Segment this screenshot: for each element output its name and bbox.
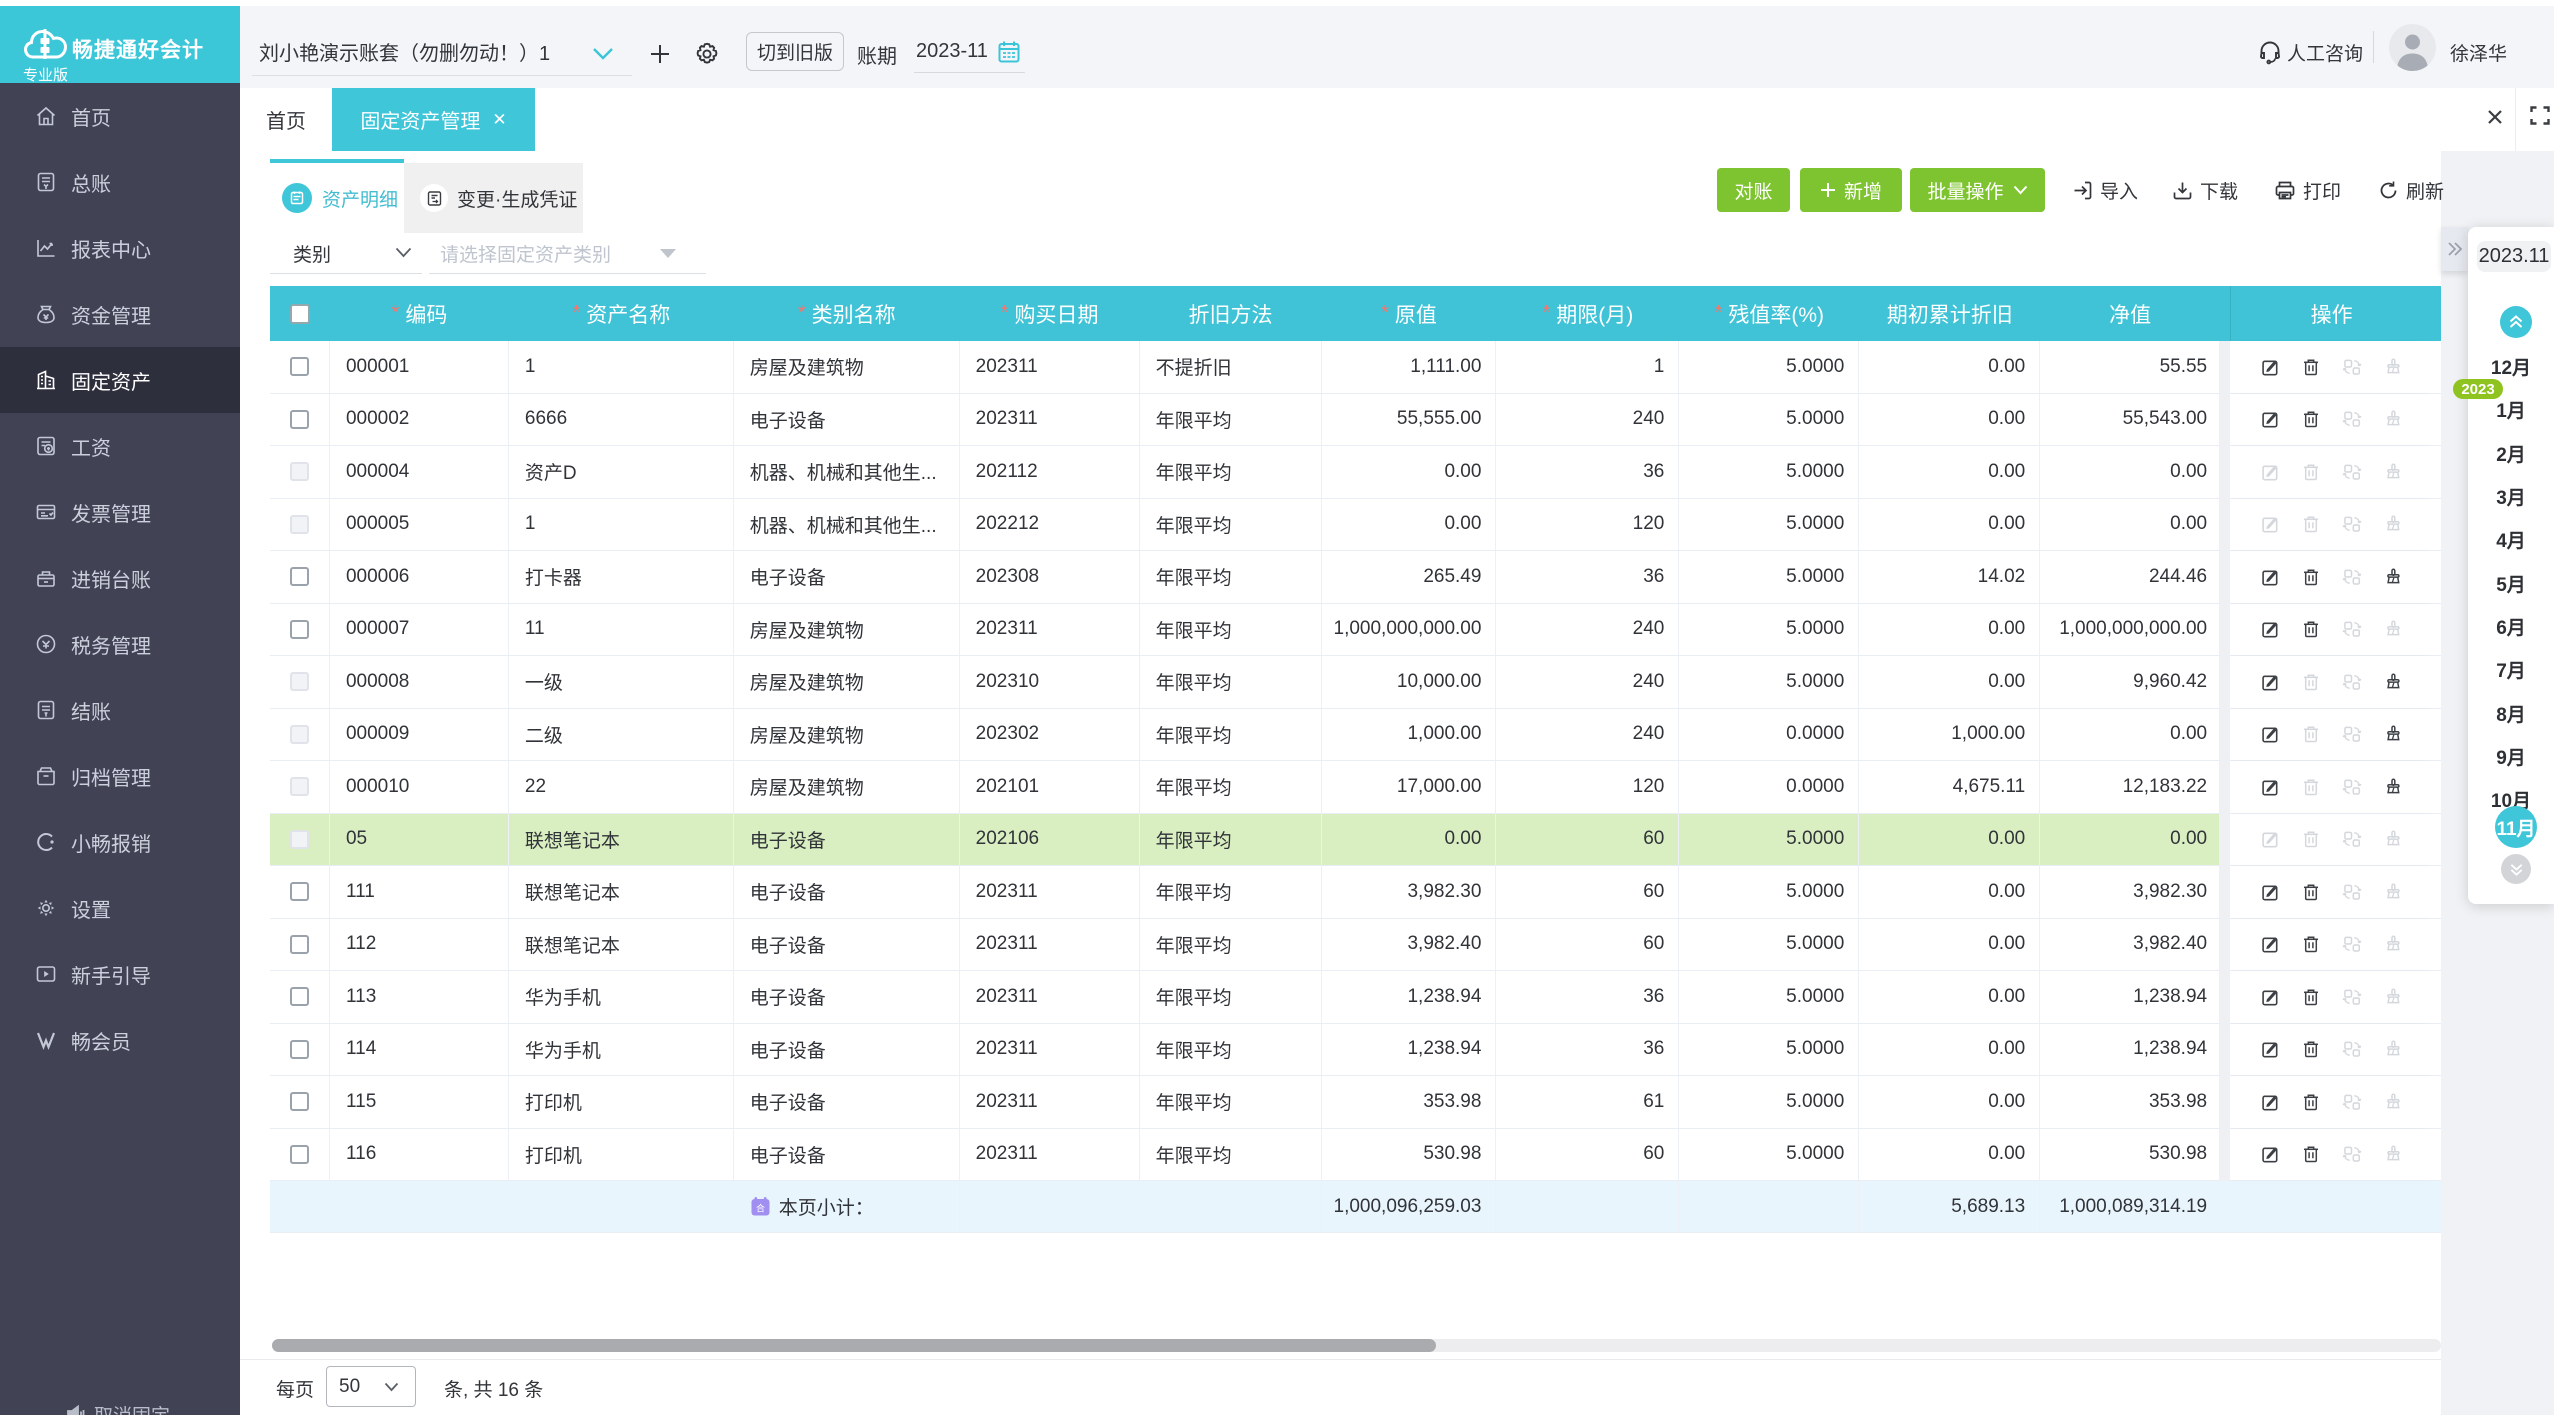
svg-text:合: 合 — [756, 1203, 765, 1214]
